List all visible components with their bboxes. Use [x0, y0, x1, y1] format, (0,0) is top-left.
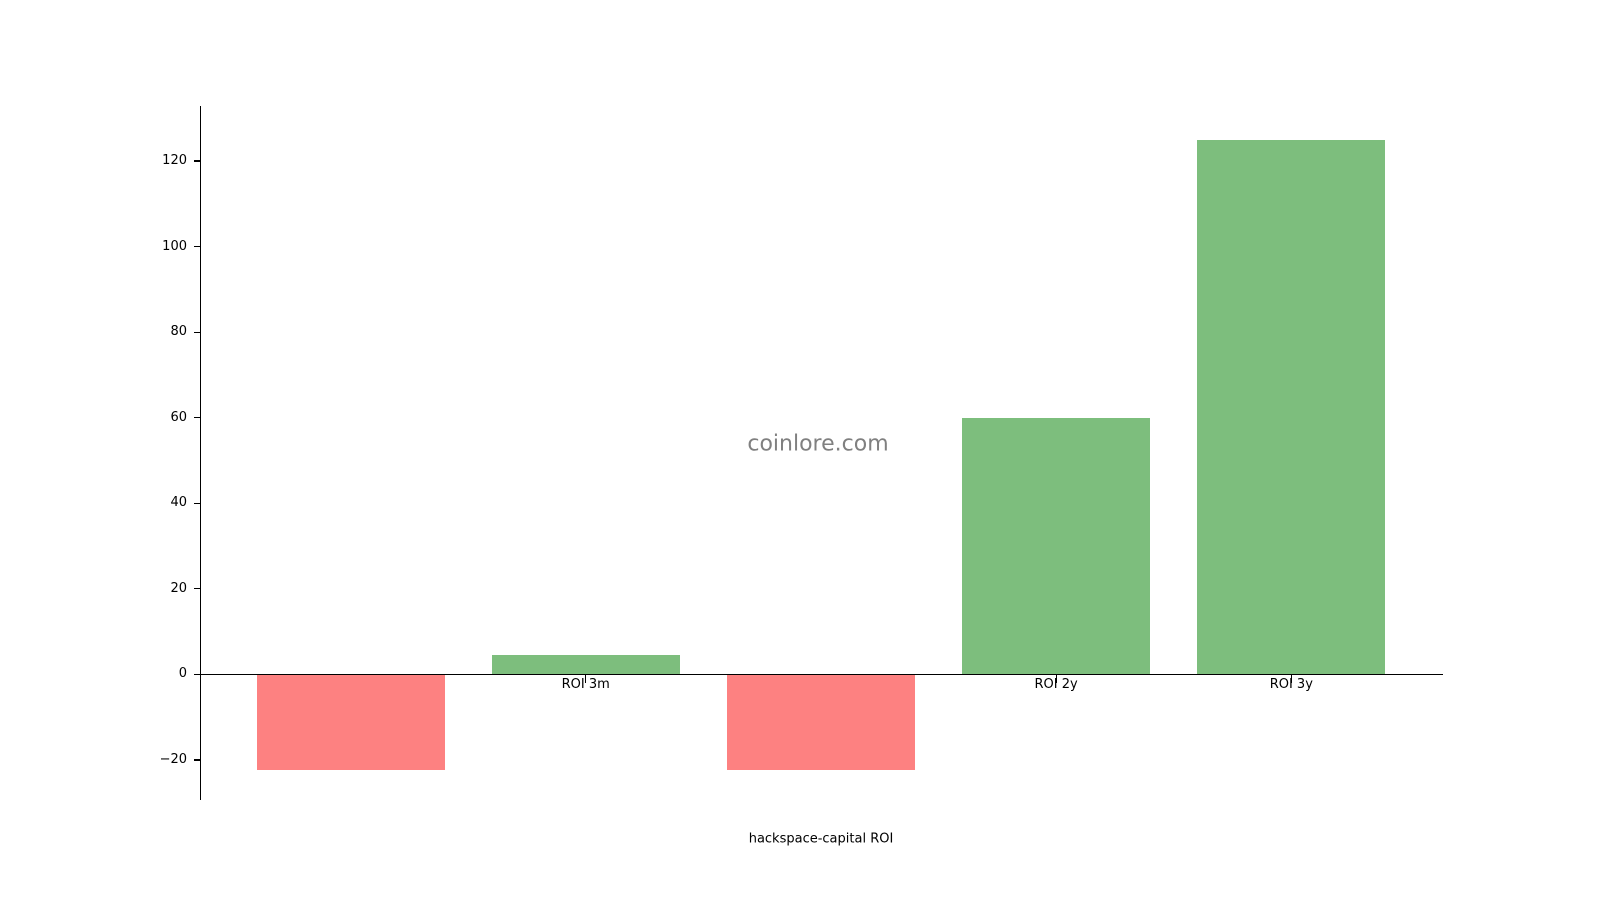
x-tick-mark-1: [585, 675, 587, 683]
y-tick-mark-100: [194, 245, 201, 248]
x-tick-label-4: ROI 3y: [1269, 677, 1313, 692]
y-tick-mark-20: [194, 588, 201, 590]
bar-2: [726, 675, 915, 770]
y-tick-mark-80: [194, 331, 201, 333]
y-axis-line: [200, 106, 202, 800]
y-tick-label-60: 60: [170, 409, 187, 425]
y-tick-label-120: 120: [162, 152, 187, 168]
bar-roi-2y: [962, 417, 1151, 675]
y-tick-mark-60: [194, 417, 201, 419]
y-tick-label-80: 80: [170, 324, 187, 340]
x-tick-mark-3: [1055, 675, 1057, 683]
y-tick-label-100: 100: [162, 238, 187, 254]
y-tick-mark-0: [194, 673, 201, 675]
chart-title: hackspace-capital ROI: [748, 831, 894, 847]
watermark-text: coinlore.com: [747, 431, 889, 457]
bar-roi-3m: [491, 655, 680, 675]
y-tick-mark-120: [194, 160, 201, 162]
x-tick-mark-4: [1290, 675, 1292, 683]
y-tick-mark--20: [194, 759, 201, 761]
bar-roi-3y: [1197, 139, 1386, 675]
y-tick-label--20: −20: [159, 751, 187, 767]
x-tick-label-3: ROI 2y: [1034, 677, 1078, 692]
y-tick-label-40: 40: [170, 495, 187, 511]
y-tick-label-0: 0: [178, 666, 187, 682]
y-tick-label-20: 20: [170, 580, 187, 596]
x-tick-label-1: ROI 3m: [561, 677, 610, 692]
x-axis-zero-line: [200, 673, 1443, 675]
y-tick-mark-40: [194, 502, 201, 504]
bar-0: [256, 675, 445, 770]
